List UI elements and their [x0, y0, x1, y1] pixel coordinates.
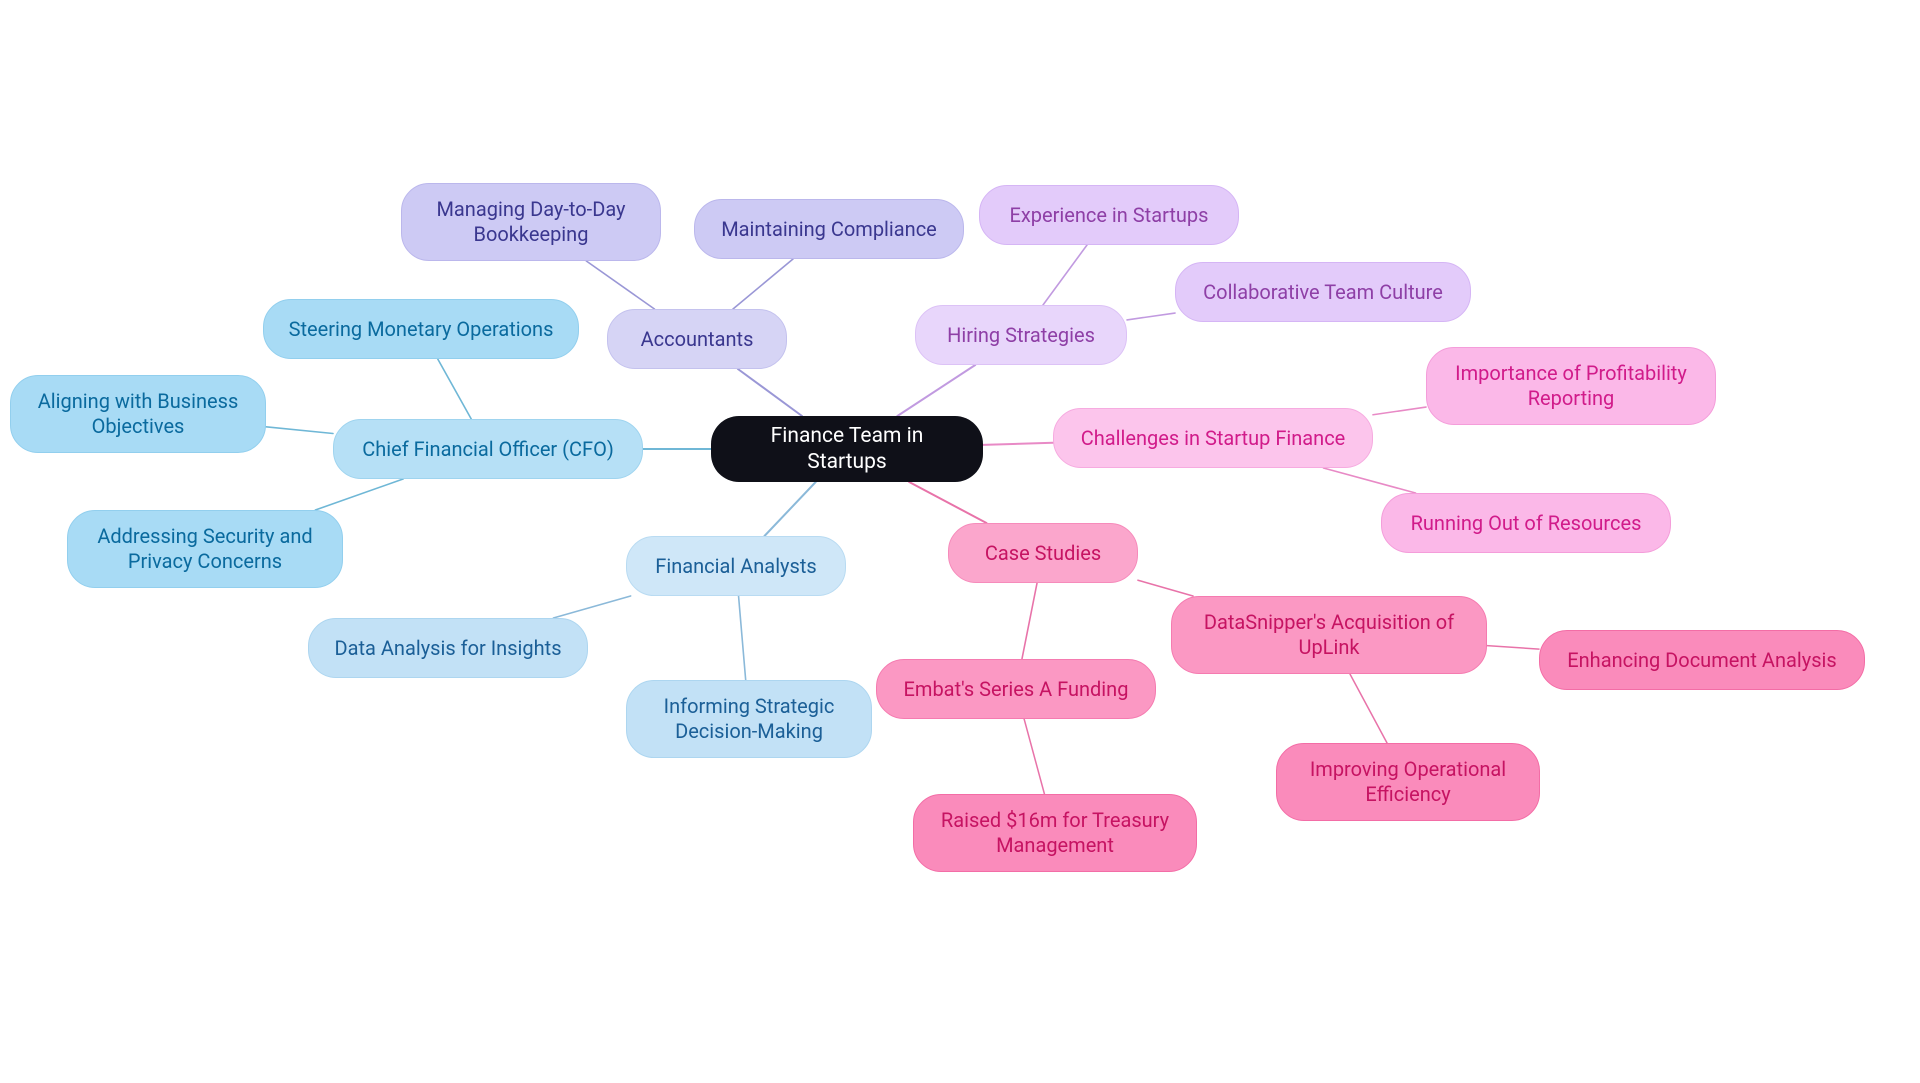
edge: [1024, 719, 1044, 794]
edge: [1138, 580, 1193, 596]
mindmap-node: Chief Financial Officer (CFO): [333, 419, 643, 479]
edge: [1127, 313, 1175, 320]
edge: [739, 596, 746, 680]
mindmap-node: Addressing Security and Privacy Concerns: [67, 510, 343, 588]
edge: [266, 427, 333, 434]
edge: [438, 359, 472, 419]
edge: [897, 365, 975, 416]
edge: [909, 482, 986, 523]
mindmap-node: Collaborative Team Culture: [1175, 262, 1471, 322]
mindmap-node: Finance Team in Startups: [711, 416, 983, 482]
mindmap-node: Data Analysis for Insights: [308, 618, 588, 678]
edge: [1043, 245, 1087, 305]
mindmap-node: Aligning with Business Objectives: [10, 375, 266, 453]
mindmap-node: Importance of Profitability Reporting: [1426, 347, 1716, 425]
mindmap-node: Raised $16m for Treasury Management: [913, 794, 1197, 872]
mindmap-node: Hiring Strategies: [915, 305, 1127, 365]
edge: [738, 369, 802, 416]
mindmap-node: Improving Operational Efficiency: [1276, 743, 1540, 821]
mindmap-node: Embat's Series A Funding: [876, 659, 1156, 719]
mindmap-canvas: Finance Team in Startups Chief Financial …: [0, 0, 1920, 1083]
edge: [315, 479, 403, 510]
mindmap-node: Managing Day-to-Day Bookkeeping: [401, 183, 661, 261]
mindmap-node: Financial Analysts: [626, 536, 846, 596]
edge: [1373, 407, 1426, 415]
edge: [1350, 674, 1387, 743]
mindmap-node: Maintaining Compliance: [694, 199, 964, 259]
edge: [983, 443, 1053, 445]
mindmap-node: Challenges in Startup Finance: [1053, 408, 1373, 468]
edge: [733, 259, 793, 309]
mindmap-node: Experience in Startups: [979, 185, 1239, 245]
mindmap-node: Accountants: [607, 309, 787, 369]
mindmap-node: DataSnipper's Acquisition of UpLink: [1171, 596, 1487, 674]
mindmap-node: Case Studies: [948, 523, 1138, 583]
edge: [764, 482, 815, 536]
edge: [1323, 468, 1415, 493]
mindmap-node: Running Out of Resources: [1381, 493, 1671, 553]
edge: [586, 261, 654, 309]
mindmap-node: Informing Strategic Decision-Making: [626, 680, 872, 758]
edge: [1022, 583, 1037, 659]
mindmap-node: Steering Monetary Operations: [263, 299, 579, 359]
edge: [1487, 646, 1539, 649]
edge: [553, 596, 630, 618]
mindmap-node: Enhancing Document Analysis: [1539, 630, 1865, 690]
